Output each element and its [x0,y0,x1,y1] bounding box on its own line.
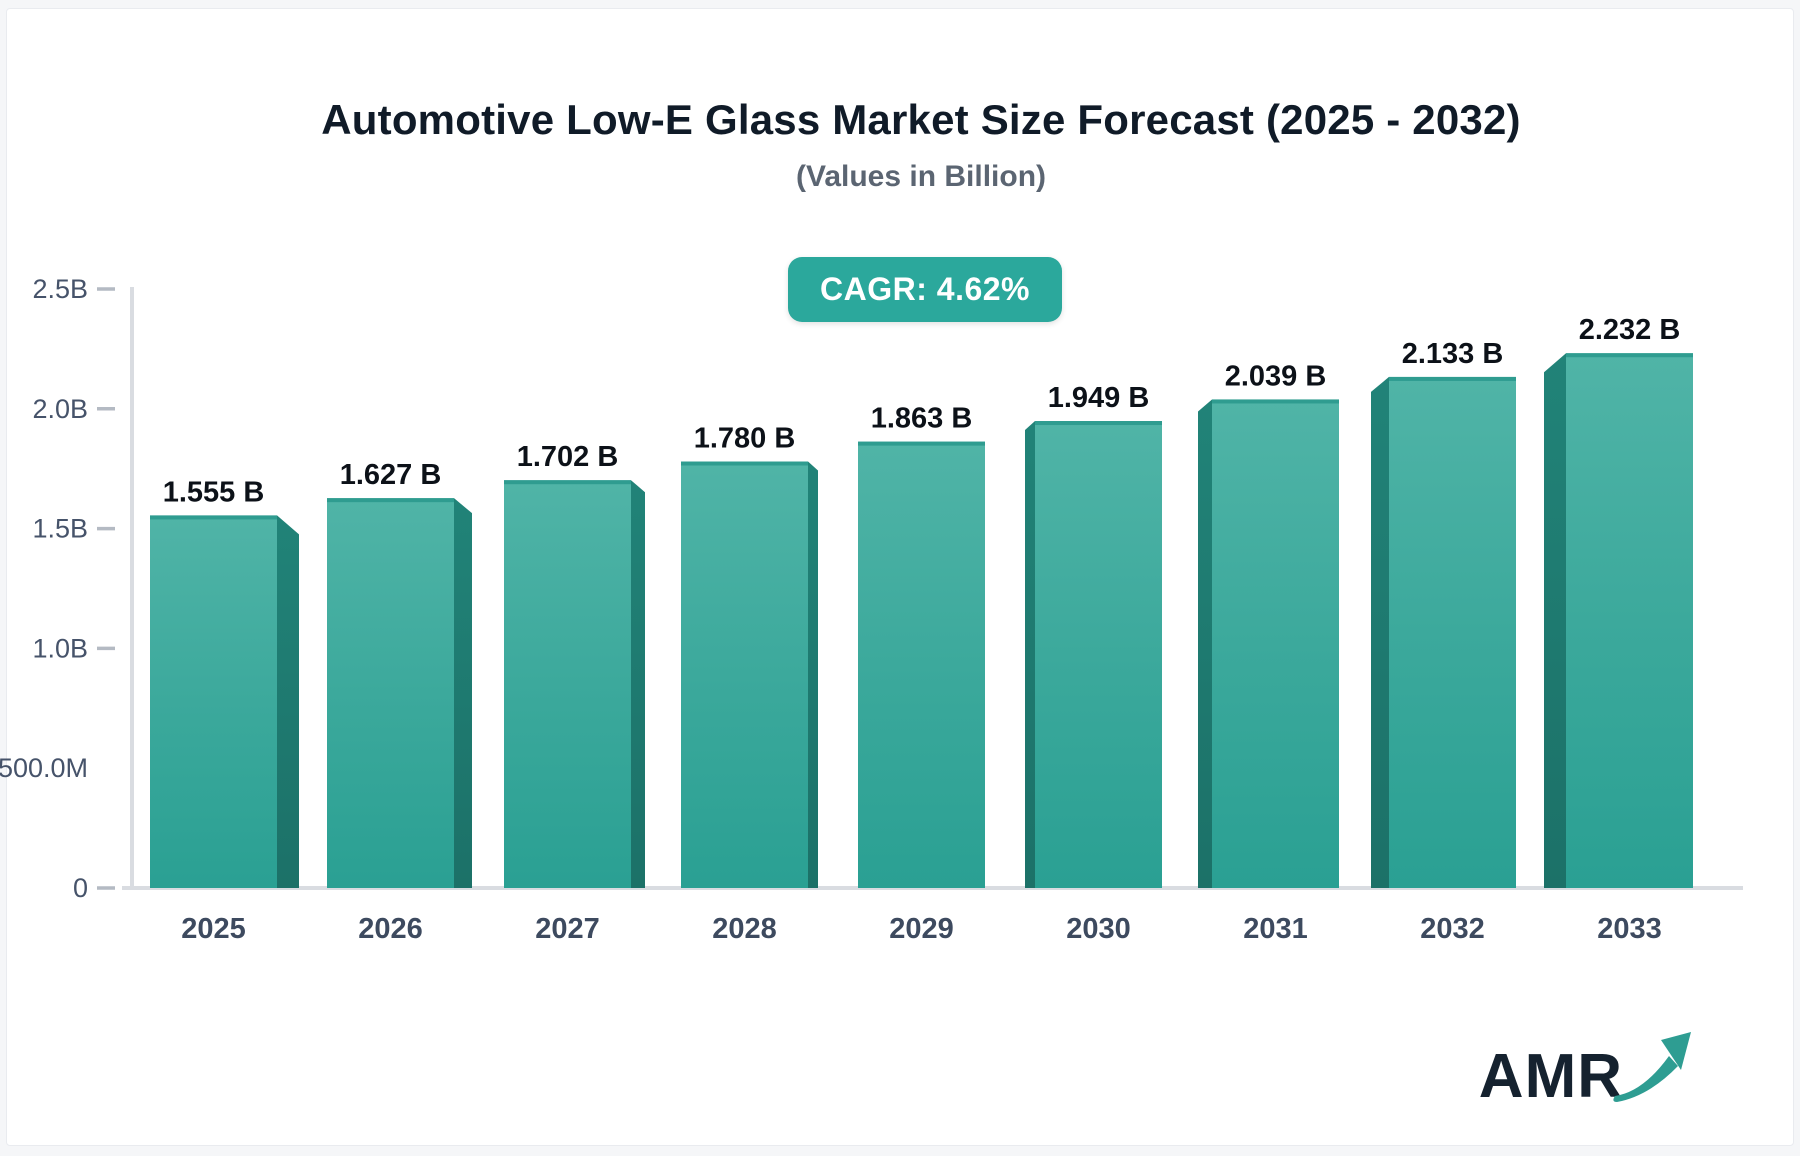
bar-value-label: 1.627 B [340,459,442,491]
x-tick-label: 2025 [181,913,246,945]
x-tick-label: 2028 [712,913,777,945]
y-tick-label: 0 [73,873,88,903]
bar-side-face [454,498,472,888]
bar-side-face [1371,376,1389,888]
bar-value-label: 2.133 B [1402,338,1504,370]
bar-top-edge [858,441,985,446]
bar-top-edge [1389,376,1516,381]
x-tick-label: 2027 [535,913,600,945]
bar-top-edge [150,515,277,520]
y-tick-label: 2.0B [32,394,88,424]
amr-logo-text: AMR [1478,1042,1623,1111]
bar-top-edge [1035,421,1162,426]
x-tick-label: 2026 [358,913,423,945]
bar-group-2030: 1.949 B 2030 [1025,382,1162,945]
x-tick-label: 2031 [1243,913,1308,945]
bar-group-2028: 1.780 B 2028 [681,423,818,945]
bar-group-2027: 1.702 B 2027 [504,441,645,945]
bar-front-face [150,515,277,888]
bar-side-face [1198,399,1212,888]
bar-front-face [858,441,985,888]
y-tick-label: 1.5B [32,514,88,544]
bar-top-edge [1566,353,1693,358]
x-tick-label: 2033 [1597,913,1662,945]
x-tick-label: 2032 [1420,913,1485,945]
y-tick-label: 2.5B [32,274,88,304]
bar-top-edge [1212,399,1339,404]
chart-subtitle: (Values in Billion) [795,160,1047,193]
bar-front-face [1035,421,1162,888]
bar-front-face [1389,376,1516,888]
chart-title: Automotive Low-E Glass Market Size Forec… [321,96,1521,143]
x-tick-label: 2029 [889,913,954,945]
bar-value-label: 2.232 B [1579,314,1681,346]
bar-value-label: 1.702 B [517,441,619,473]
y-tick-label: 500.0M [0,753,88,783]
cagr-badge-label: CAGR: 4.62% [820,271,1030,307]
bar-group-2025: 1.555 B 2025 [150,476,299,945]
amr-logo: AMR [1479,1022,1695,1108]
bar-top-edge [504,480,631,485]
bar-group-2029: 1.863 B 2029 [858,403,985,945]
bar-value-label: 1.780 B [694,423,796,455]
bar-front-face [1212,399,1339,888]
bar-front-face [327,498,454,888]
bar-group-2032: 2.133 B 2032 [1371,338,1516,945]
bar-top-edge [327,498,454,503]
bar-value-label: 1.555 B [163,476,265,508]
cagr-badge: CAGR: 4.62% [788,257,1062,322]
bar-front-face [1566,353,1693,889]
bar-side-face [631,480,645,888]
bar-value-label: 2.039 B [1225,360,1327,392]
logo-arrow-icon [1613,1032,1691,1102]
y-tick-label: 1.0B [32,633,88,663]
bar-value-label: 1.863 B [871,403,973,435]
bar-front-face [504,480,631,888]
bar-value-label: 1.949 B [1048,382,1150,414]
x-tick-label: 2030 [1066,913,1131,945]
bar-group-2033: 2.232 B 2033 [1544,314,1693,945]
bar-top-edge [681,461,808,466]
bar-side-face [1025,421,1035,888]
bar-side-face [277,515,299,888]
bar-front-face [681,461,808,888]
bar-group-2031: 2.039 B 2031 [1198,360,1339,945]
bar-group-2026: 1.627 B 2026 [327,459,472,945]
bar-side-face [808,461,818,888]
chart-header: Automotive Low-E Glass Market Size Forec… [0,0,1800,194]
bar-side-face [1544,353,1566,889]
